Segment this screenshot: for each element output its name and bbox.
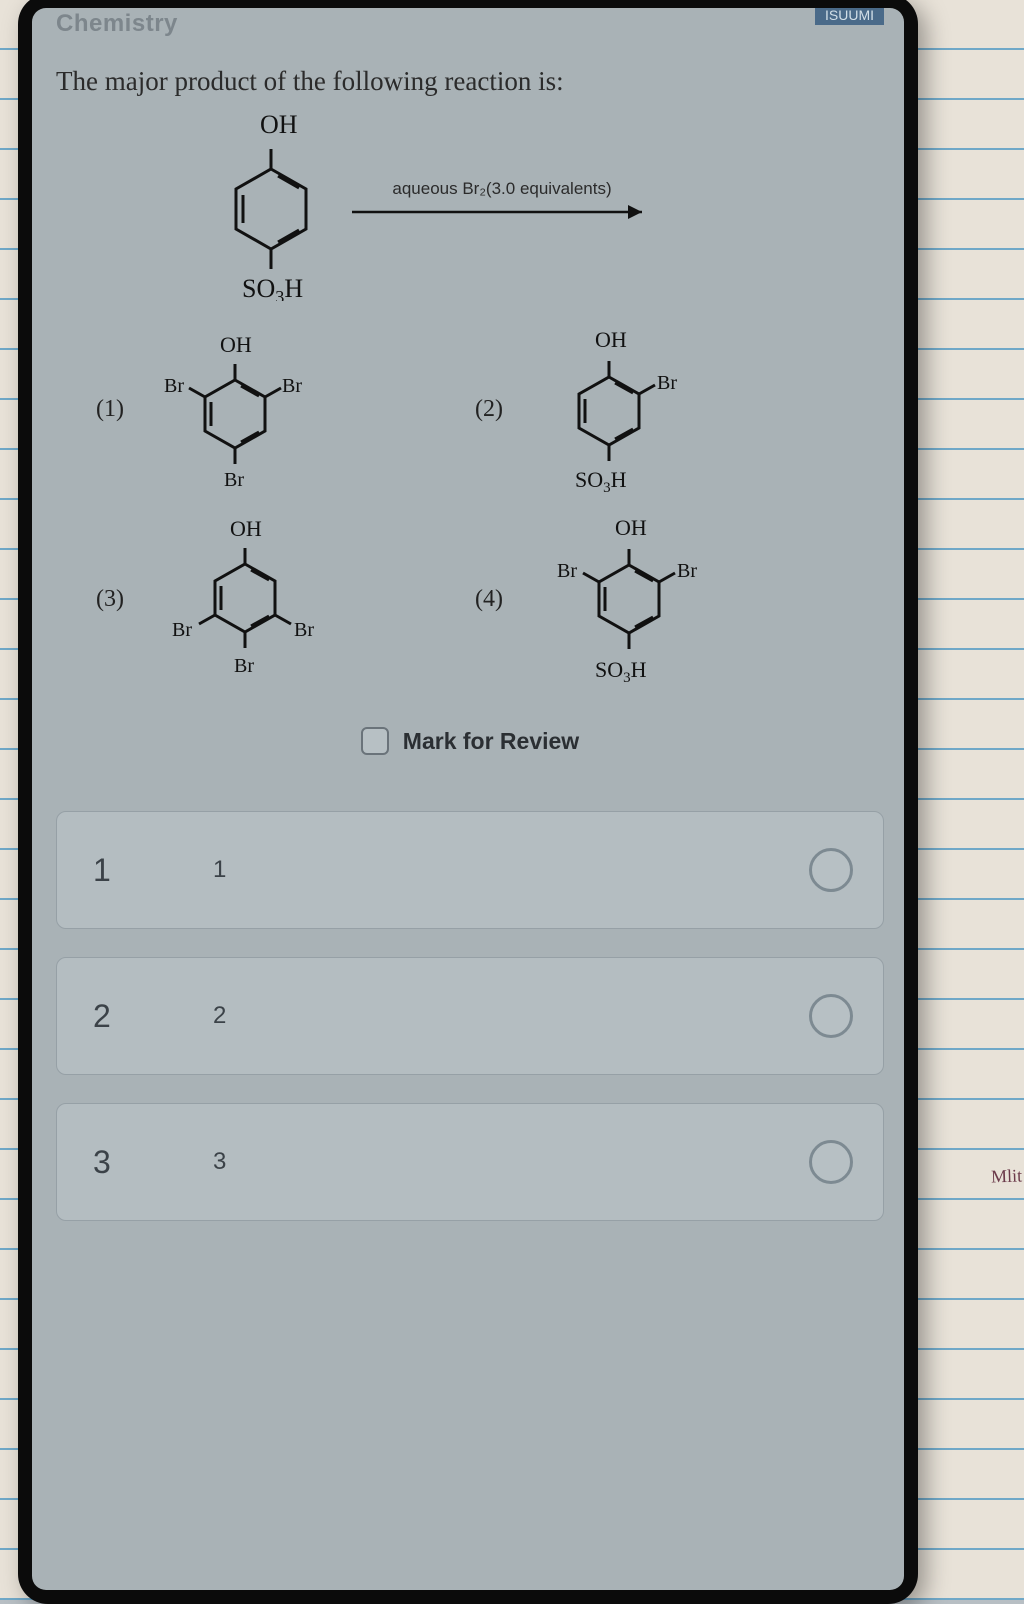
mark-for-review[interactable]: Mark for Review	[56, 727, 884, 755]
option-number: (1)	[96, 396, 140, 423]
option-1[interactable]: (1) OH	[96, 319, 445, 499]
top-right-button-fragment[interactable]: ISUUMI	[815, 8, 884, 25]
svg-text:Br: Br	[172, 619, 192, 641]
answer-row-value: 3	[213, 1148, 226, 1176]
answer-radio[interactable]	[809, 994, 853, 1038]
option-2-structure: OH Br SO3H	[529, 319, 699, 499]
svg-text:Br: Br	[164, 375, 184, 397]
svg-text:Br: Br	[294, 619, 314, 641]
reaction-arrow: aqueous Br₂(3.0 equivalents)	[352, 179, 652, 223]
answer-row-number: 3	[93, 1144, 213, 1181]
question-area: The major product of the following react…	[56, 66, 884, 1221]
header-row: Chemistry ISUUMI	[56, 8, 884, 44]
option-3[interactable]: (3) OH	[96, 509, 445, 689]
svg-text:SO3H: SO3H	[242, 274, 303, 301]
svg-text:Br: Br	[224, 469, 244, 491]
svg-text:OH: OH	[260, 110, 298, 139]
answer-row-number: 2	[93, 998, 213, 1035]
svg-text:SO3H: SO3H	[595, 657, 647, 686]
svg-text:OH: OH	[220, 332, 252, 357]
phone-screen: Chemistry ISUUMI The major product of th…	[32, 8, 904, 1590]
answer-row-1[interactable]: 1 1	[56, 811, 884, 929]
svg-text:OH: OH	[230, 516, 262, 541]
starting-material-structure: OH SO3H	[206, 101, 336, 301]
outside-handwritten-text: Mlit	[991, 1165, 1023, 1187]
answer-row-3[interactable]: 3 3	[56, 1103, 884, 1221]
answer-list: 1 1 2 2 3 3	[56, 811, 884, 1221]
svg-text:Br: Br	[657, 372, 677, 394]
svg-text:Br: Br	[234, 655, 254, 677]
answer-row-value: 1	[213, 856, 226, 884]
answer-radio[interactable]	[809, 1140, 853, 1184]
svg-text:Br: Br	[557, 560, 577, 582]
option-1-structure: OH Br Br Br	[150, 324, 320, 494]
svg-text:OH: OH	[595, 327, 627, 352]
phone-frame: Chemistry ISUUMI The major product of th…	[18, 0, 918, 1604]
answer-row-value: 2	[213, 1002, 226, 1030]
option-number: (3)	[96, 586, 140, 613]
answer-row-2[interactable]: 2 2	[56, 957, 884, 1075]
option-number: (4)	[475, 586, 519, 613]
question-stem: The major product of the following react…	[56, 66, 884, 97]
svg-text:Br: Br	[282, 375, 302, 397]
option-4[interactable]: (4) OH	[475, 509, 824, 689]
option-4-structure: OH Br Br SO3H	[529, 509, 729, 689]
svg-text:SO3H: SO3H	[575, 467, 627, 496]
mark-review-label: Mark for Review	[403, 728, 579, 755]
svg-text:OH: OH	[615, 515, 647, 540]
options-grid: (1) OH	[56, 319, 884, 689]
option-2[interactable]: (2) OH Br	[475, 319, 824, 499]
reaction-scheme: OH SO3H aqueous Br₂(3.0 equivalents)	[56, 101, 884, 301]
reagent-label: aqueous Br₂(3.0 equivalents)	[392, 179, 611, 199]
svg-text:Br: Br	[677, 560, 697, 582]
arrow-icon	[352, 201, 652, 223]
subject-label: Chemistry	[56, 10, 178, 38]
answer-row-number: 1	[93, 852, 213, 889]
mark-review-checkbox[interactable]	[361, 727, 389, 755]
answer-radio[interactable]	[809, 848, 853, 892]
option-number: (2)	[475, 396, 519, 423]
option-3-structure: OH Br Br Br	[150, 514, 340, 684]
